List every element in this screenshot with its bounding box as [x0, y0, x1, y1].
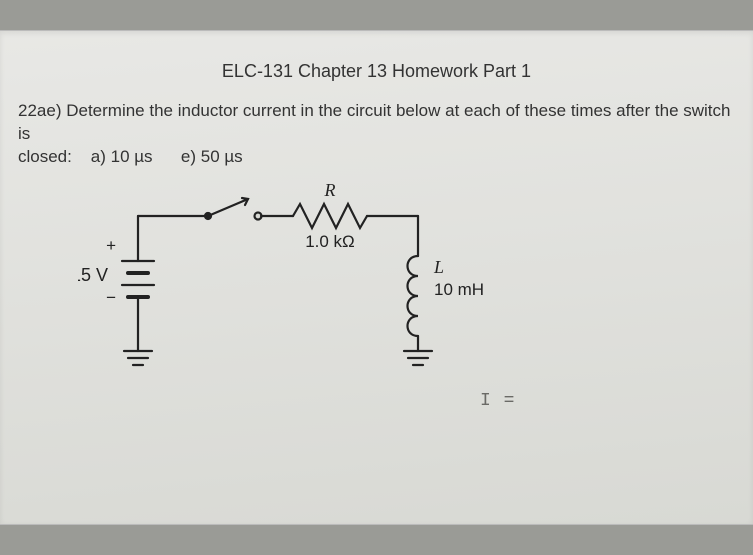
problem-id: 22ae) [18, 101, 61, 120]
source-plus-label: + [106, 236, 116, 255]
answer-placeholder: I = [480, 391, 515, 411]
source-value-label: 15 V [78, 265, 108, 285]
circuit-diagram: + − 15 V R 1.0 kΩ L 10 mH [78, 181, 498, 391]
inductor-value-label: 10 mH [434, 280, 484, 299]
problem-statement: 22ae) Determine the inductor current in … [18, 100, 735, 169]
part-a-label: a) 10 µs [91, 147, 153, 166]
problem-line2-prefix: closed: [18, 147, 72, 166]
problem-text: Determine the inductor current in the ci… [18, 101, 730, 143]
resistor-value-label: 1.0 kΩ [305, 232, 355, 251]
inductor-symbol-label: L [433, 257, 444, 277]
resistor-symbol-label: R [324, 181, 336, 200]
worksheet-paper: ELC-131 Chapter 13 Homework Part 1 22ae)… [0, 30, 753, 525]
source-minus-label: − [106, 288, 116, 307]
part-e-label: e) 50 µs [181, 147, 243, 166]
content-block: ELC-131 Chapter 13 Homework Part 1 22ae)… [0, 31, 753, 391]
document-title: ELC-131 Chapter 13 Homework Part 1 [18, 61, 735, 82]
